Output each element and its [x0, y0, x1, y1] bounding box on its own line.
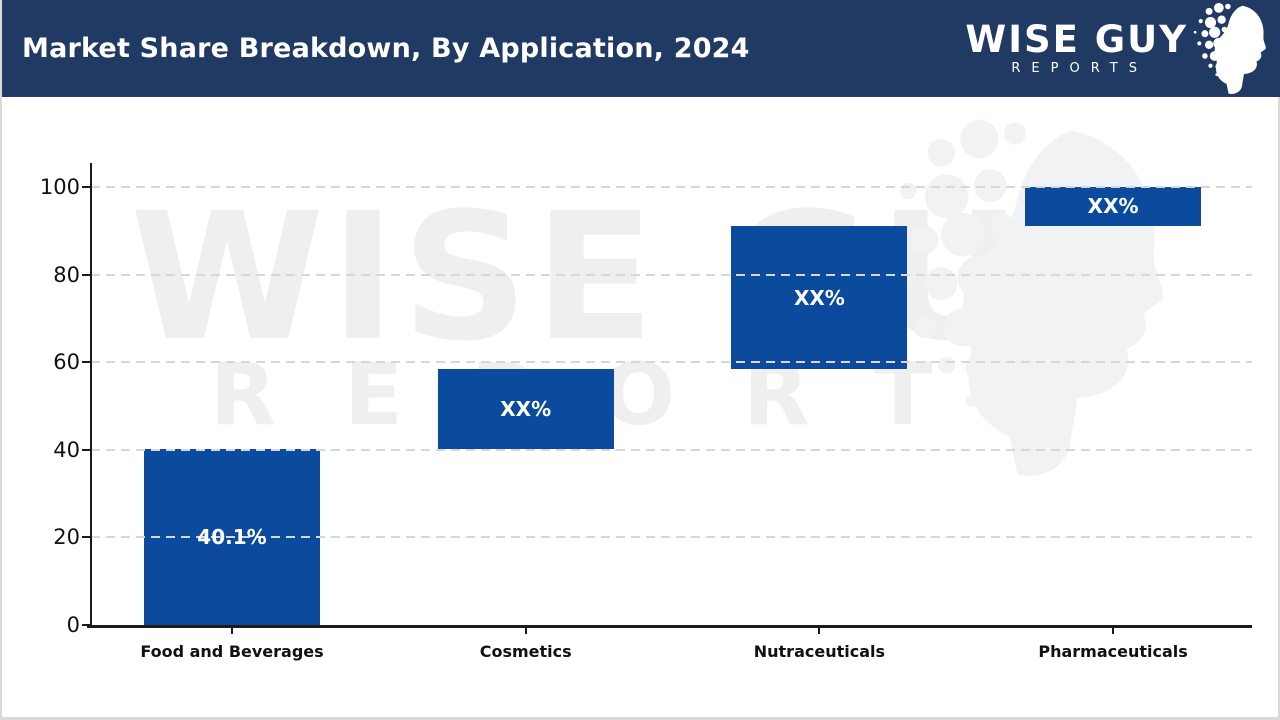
y-axis-line	[90, 163, 92, 628]
logo-wordmark: WISE GUY	[965, 18, 1188, 61]
bar-value-label: 40.1%	[197, 525, 267, 550]
x-category-label: Pharmaceuticals	[1038, 642, 1188, 661]
header-bar: Market Share Breakdown, By Application, …	[2, 0, 1280, 97]
y-axis-tick	[82, 624, 90, 626]
y-tick-label: 60	[53, 350, 80, 375]
bar-nutraceuticals	[731, 225, 908, 370]
y-tick-label: 40	[53, 437, 80, 462]
x-axis-tick	[1112, 627, 1115, 634]
x-category-label: Food and Beverages	[140, 642, 324, 661]
gridline-60	[91, 361, 1252, 364]
y-tick-label: 100	[39, 175, 80, 199]
bar-value-label: XX%	[793, 285, 845, 310]
gridline-20	[91, 536, 1252, 539]
waterfall-chart: 40.1% Food and Beverages XX% Cosmetics XX% Nu…	[2, 97, 1280, 720]
gridline-80	[91, 273, 1252, 276]
x-axis-tick	[231, 627, 233, 634]
page-title: Market Share Breakdown, By Application, …	[22, 33, 750, 64]
bar-value-label: XX%	[500, 397, 552, 422]
y-tick-label: 0	[66, 613, 80, 637]
x-category-label: Cosmetics	[479, 642, 572, 661]
logo-head-icon	[1182, 2, 1278, 95]
x-axis-tick	[524, 627, 527, 634]
brand-logo: WISE GUY REPORTS	[965, 0, 1280, 97]
y-axis-tick	[82, 448, 90, 451]
logo-subtitle: REPORTS	[1011, 61, 1148, 76]
x-category-label: Nutraceuticals	[753, 642, 886, 661]
y-axis-tick	[82, 361, 90, 364]
x-axis-line	[87, 625, 1252, 628]
bar-cosmetics	[437, 369, 614, 450]
x-axis-tick	[818, 627, 821, 634]
y-axis-tick	[82, 536, 90, 539]
y-axis-tick	[82, 273, 90, 276]
bar-value-label: XX%	[1087, 194, 1139, 219]
gridline-100	[91, 186, 1252, 188]
y-tick-label: 80	[53, 262, 80, 287]
y-axis-tick	[82, 186, 90, 188]
y-tick-label: 20	[53, 525, 80, 550]
gridline-40	[91, 448, 1252, 451]
